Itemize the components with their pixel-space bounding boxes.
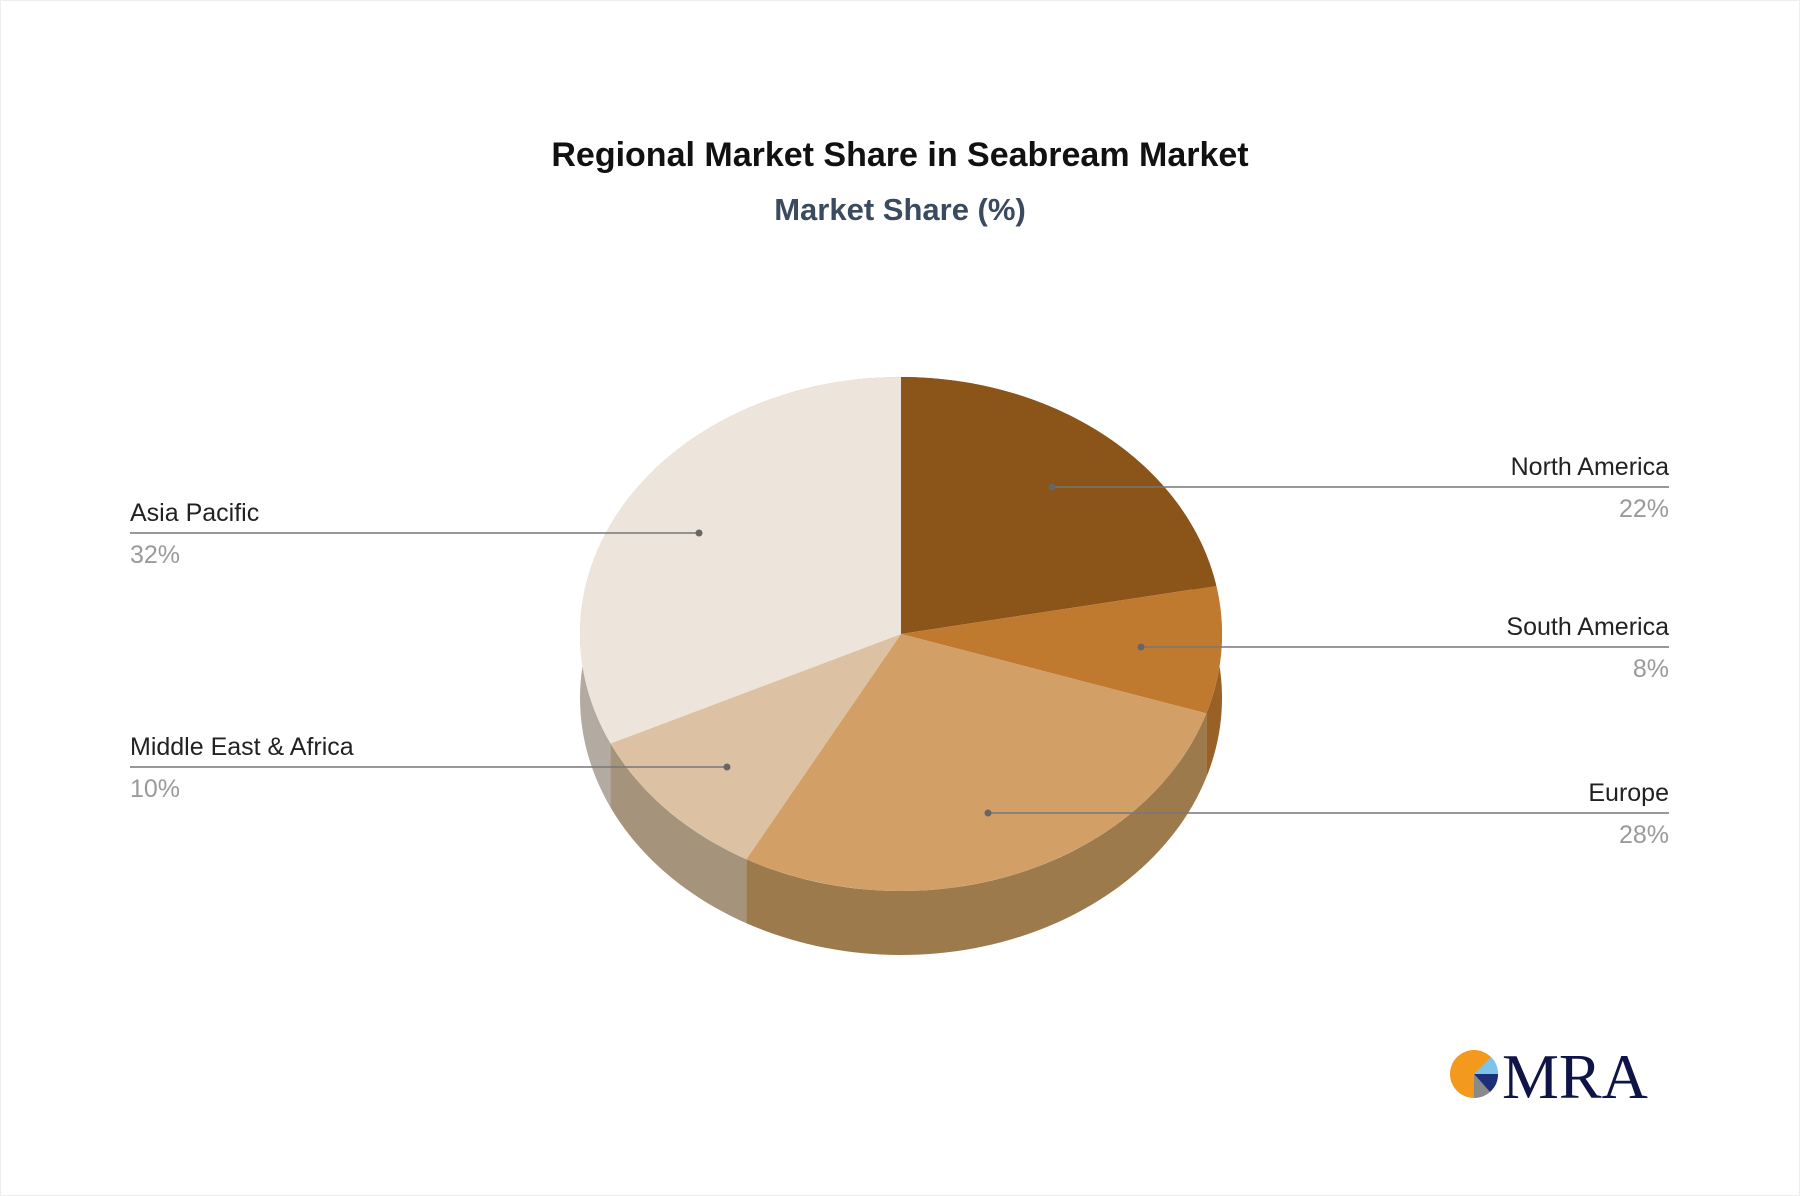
slice-label: North America	[1511, 453, 1669, 481]
chart-title: Regional Market Share in Seabream Market	[551, 136, 1249, 174]
slice-percent: 32%	[130, 541, 180, 569]
slice-percent: 8%	[1633, 655, 1669, 683]
leader-dot	[984, 809, 992, 817]
pie-slice-europe[interactable]	[746, 634, 1207, 891]
pie-slice-asia-pacific[interactable]	[579, 377, 901, 744]
callout-4: Asia Pacific 32%	[130, 499, 703, 569]
slice-label: Europe	[1588, 779, 1669, 807]
callout-1: South America 8%	[1137, 613, 1669, 683]
leader-dot	[1137, 643, 1145, 651]
leader-dot	[695, 529, 703, 537]
logo-text: MRA	[1502, 1041, 1648, 1110]
slice-side-3	[610, 743, 747, 924]
pie-slice-north-america[interactable]	[901, 377, 1217, 634]
slice-side-2	[746, 713, 1207, 955]
slice-percent: 28%	[1619, 821, 1669, 849]
slice-label: South America	[1506, 613, 1669, 641]
leader-dot	[1048, 483, 1056, 491]
slice-label: Middle East & Africa	[130, 733, 354, 761]
slice-percent: 10%	[130, 775, 180, 803]
callout-0: North America 22%	[1048, 453, 1669, 523]
callout-3: Middle East & Africa 10%	[130, 733, 731, 803]
mra-logo: MRA	[1450, 1041, 1648, 1110]
slice-label: Asia Pacific	[130, 499, 259, 527]
pie-slice-south-america[interactable]	[901, 585, 1222, 714]
slice-percent: 22%	[1619, 495, 1669, 523]
callout-2: Europe 28%	[984, 779, 1669, 849]
leader-dot	[723, 763, 731, 771]
pie-slice-middle-east-africa[interactable]	[610, 634, 901, 860]
chart-subtitle: Market Share (%)	[774, 192, 1026, 227]
